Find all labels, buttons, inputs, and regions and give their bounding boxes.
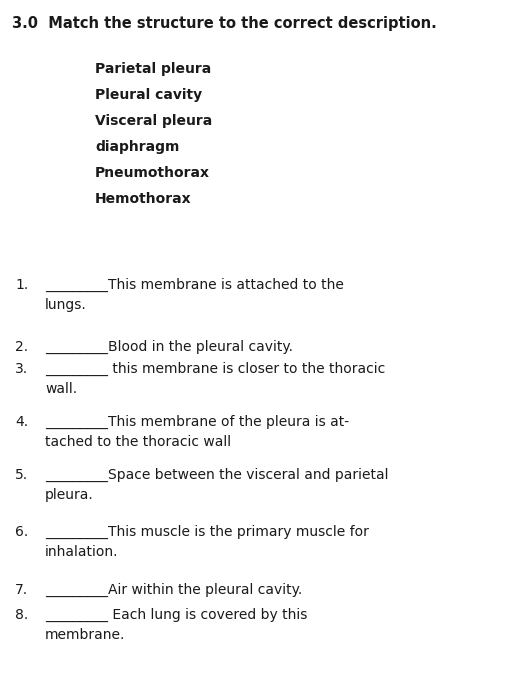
Text: _________ this membrane is closer to the thoracic: _________ this membrane is closer to the… xyxy=(45,362,385,376)
Text: 1.: 1. xyxy=(15,278,28,292)
Text: 3.: 3. xyxy=(15,362,28,376)
Text: pleura.: pleura. xyxy=(45,488,94,502)
Text: 8.: 8. xyxy=(15,608,28,622)
Text: Visceral pleura: Visceral pleura xyxy=(95,114,212,128)
Text: 2.: 2. xyxy=(15,340,28,354)
Text: Hemothorax: Hemothorax xyxy=(95,192,192,206)
Text: _________This membrane is attached to the: _________This membrane is attached to th… xyxy=(45,278,344,292)
Text: 3.0  Match the structure to the correct description.: 3.0 Match the structure to the correct d… xyxy=(12,16,437,31)
Text: Pneumothorax: Pneumothorax xyxy=(95,166,210,180)
Text: diaphragm: diaphragm xyxy=(95,140,179,154)
Text: wall.: wall. xyxy=(45,382,77,396)
Text: _________Space between the visceral and parietal: _________Space between the visceral and … xyxy=(45,468,388,482)
Text: inhalation.: inhalation. xyxy=(45,545,119,559)
Text: 7.: 7. xyxy=(15,583,28,597)
Text: Pleural cavity: Pleural cavity xyxy=(95,88,202,102)
Text: membrane.: membrane. xyxy=(45,628,126,642)
Text: _________Blood in the pleural cavity.: _________Blood in the pleural cavity. xyxy=(45,340,293,354)
Text: 5.: 5. xyxy=(15,468,28,482)
Text: lungs.: lungs. xyxy=(45,298,87,312)
Text: Parietal pleura: Parietal pleura xyxy=(95,62,211,76)
Text: tached to the thoracic wall: tached to the thoracic wall xyxy=(45,435,231,449)
Text: _________This membrane of the pleura is at-: _________This membrane of the pleura is … xyxy=(45,415,349,429)
Text: _________This muscle is the primary muscle for: _________This muscle is the primary musc… xyxy=(45,525,369,539)
Text: _________ Each lung is covered by this: _________ Each lung is covered by this xyxy=(45,608,307,622)
Text: _________Air within the pleural cavity.: _________Air within the pleural cavity. xyxy=(45,583,302,597)
Text: 6.: 6. xyxy=(15,525,28,539)
Text: 4.: 4. xyxy=(15,415,28,429)
